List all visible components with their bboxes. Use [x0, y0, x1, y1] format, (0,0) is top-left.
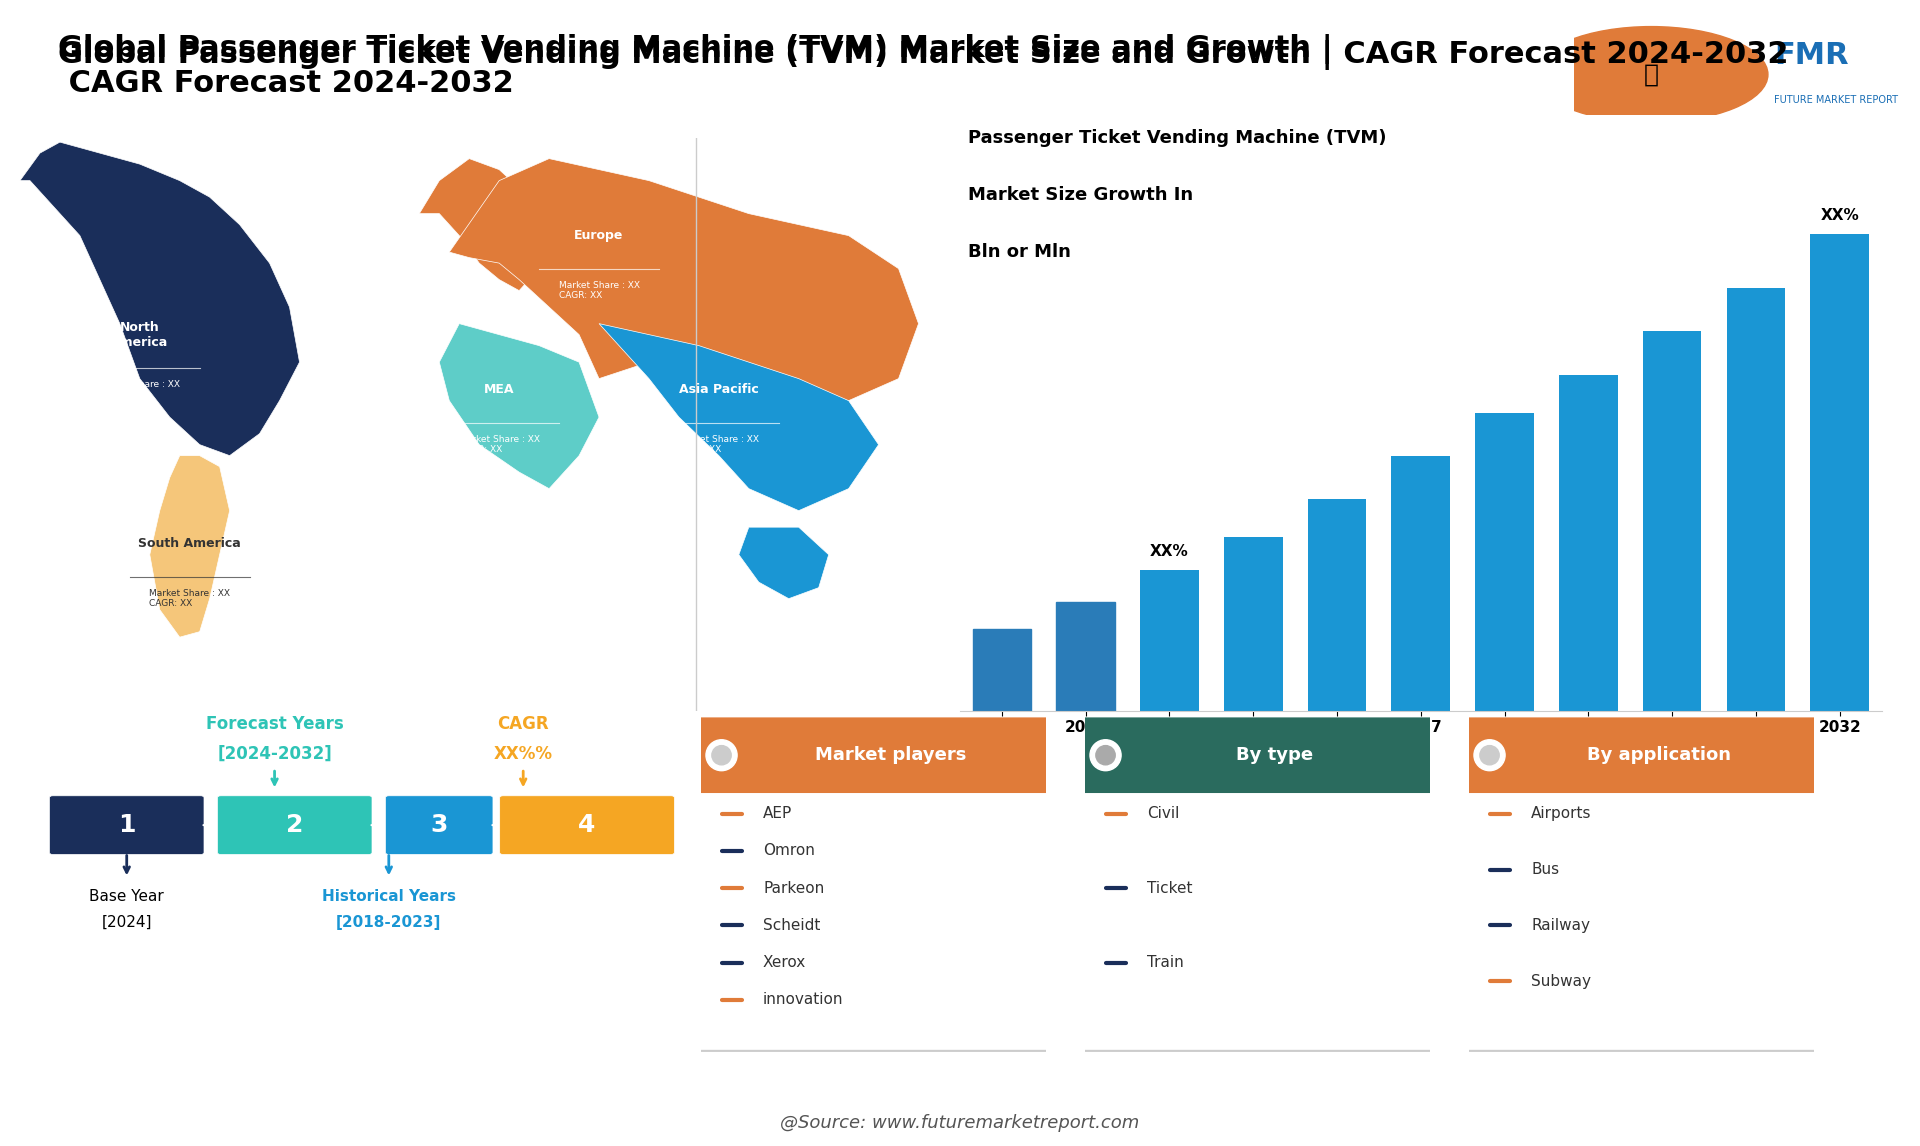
Text: Airports: Airports — [1530, 806, 1592, 822]
Polygon shape — [440, 323, 599, 488]
Text: Ticket: Ticket — [1146, 880, 1192, 896]
Text: Market Share : XX
CAGR: XX: Market Share : XX CAGR: XX — [559, 281, 639, 300]
Circle shape — [707, 740, 737, 770]
Text: 🔭: 🔭 — [1644, 63, 1659, 86]
Text: AEP: AEP — [762, 806, 793, 822]
Bar — [1811, 234, 1868, 711]
Text: XX%: XX% — [1820, 207, 1859, 223]
Bar — [1140, 570, 1198, 711]
Text: Market Share : XX
CAGR: XX: Market Share : XX CAGR: XX — [100, 380, 180, 399]
Text: By application: By application — [1586, 746, 1732, 764]
Text: [2018-2023]: [2018-2023] — [336, 915, 442, 929]
Text: Civil: Civil — [1146, 806, 1179, 822]
Text: Bln or Mln: Bln or Mln — [968, 243, 1071, 261]
FancyBboxPatch shape — [386, 795, 493, 855]
FancyBboxPatch shape — [50, 795, 204, 855]
Text: Subway: Subway — [1530, 974, 1592, 989]
Text: 2: 2 — [286, 814, 303, 837]
Text: Asia Pacific: Asia Pacific — [680, 383, 758, 397]
Text: South America: South America — [138, 537, 242, 550]
Text: Omron: Omron — [762, 843, 814, 858]
Bar — [1223, 537, 1283, 711]
Text: innovation: innovation — [762, 992, 843, 1007]
Bar — [1475, 413, 1534, 711]
Text: Train: Train — [1146, 955, 1185, 971]
Text: CAGR: CAGR — [497, 715, 549, 733]
Text: Forecast Years: Forecast Years — [205, 715, 344, 733]
Polygon shape — [739, 527, 829, 598]
Text: @Source: www.futuremarketreport.com: @Source: www.futuremarketreport.com — [780, 1114, 1140, 1132]
FancyBboxPatch shape — [217, 795, 372, 855]
Text: 3: 3 — [430, 814, 447, 837]
Polygon shape — [599, 323, 879, 511]
Text: XX%%: XX%% — [493, 745, 553, 762]
FancyBboxPatch shape — [1461, 717, 1822, 793]
Text: Xerox: Xerox — [762, 955, 806, 971]
Text: FUTURE MARKET REPORT: FUTURE MARKET REPORT — [1774, 95, 1899, 104]
Text: [2024-2032]: [2024-2032] — [217, 745, 332, 762]
Text: 1: 1 — [117, 814, 136, 837]
FancyBboxPatch shape — [1081, 790, 1434, 1051]
Text: By type: By type — [1236, 746, 1313, 764]
Text: Market Share : XX
CAGR: XX: Market Share : XX CAGR: XX — [459, 435, 540, 454]
Text: 4: 4 — [578, 814, 595, 837]
Circle shape — [1480, 746, 1500, 764]
Text: Historical Years: Historical Years — [323, 889, 455, 904]
Bar — [1056, 602, 1116, 711]
Text: Global Passenger Ticket Vending Machine (TVM) Market Size and Growth |: Global Passenger Ticket Vending Machine … — [58, 34, 1332, 64]
FancyBboxPatch shape — [693, 717, 1054, 793]
Text: Global Passenger Ticket Vending Machine (TVM) Market Size and Growth | CAGR Fore: Global Passenger Ticket Vending Machine … — [58, 40, 1788, 70]
FancyBboxPatch shape — [499, 795, 674, 855]
Bar — [1392, 456, 1450, 711]
Text: Railway: Railway — [1530, 918, 1590, 933]
Text: XX%: XX% — [1150, 544, 1188, 559]
Circle shape — [1534, 26, 1768, 123]
Circle shape — [712, 746, 732, 764]
Text: Market Size Growth In: Market Size Growth In — [968, 186, 1194, 204]
Bar — [973, 629, 1031, 711]
Circle shape — [1475, 740, 1505, 770]
Circle shape — [1096, 746, 1116, 764]
Text: Scheidt: Scheidt — [762, 918, 820, 933]
FancyBboxPatch shape — [1077, 717, 1438, 793]
Text: FMR: FMR — [1774, 41, 1849, 70]
Text: Europe: Europe — [574, 229, 624, 242]
Polygon shape — [419, 158, 549, 291]
Text: Parkeon: Parkeon — [762, 880, 824, 896]
Bar — [1308, 500, 1367, 711]
Text: Market Share : XX
CAGR: XX: Market Share : XX CAGR: XX — [150, 589, 230, 609]
Text: MEA: MEA — [484, 383, 515, 397]
Text: Passenger Ticket Vending Machine (TVM): Passenger Ticket Vending Machine (TVM) — [968, 128, 1386, 147]
Polygon shape — [449, 158, 918, 401]
Bar — [1726, 288, 1786, 711]
FancyBboxPatch shape — [697, 790, 1050, 1051]
Text: [2024]: [2024] — [102, 915, 152, 929]
Polygon shape — [150, 456, 230, 637]
Text: Market players: Market players — [816, 746, 966, 764]
Text: CAGR Forecast 2024-2032: CAGR Forecast 2024-2032 — [58, 69, 513, 97]
Polygon shape — [19, 142, 300, 456]
Text: Market Share : XX
CAGR: XX: Market Share : XX CAGR: XX — [678, 435, 758, 454]
Circle shape — [1091, 740, 1121, 770]
Bar — [1644, 331, 1701, 711]
Text: North
America: North America — [111, 321, 169, 348]
Bar — [1559, 375, 1619, 711]
FancyBboxPatch shape — [1465, 790, 1818, 1051]
Text: Bus: Bus — [1530, 862, 1559, 877]
Text: Base Year: Base Year — [90, 889, 163, 904]
